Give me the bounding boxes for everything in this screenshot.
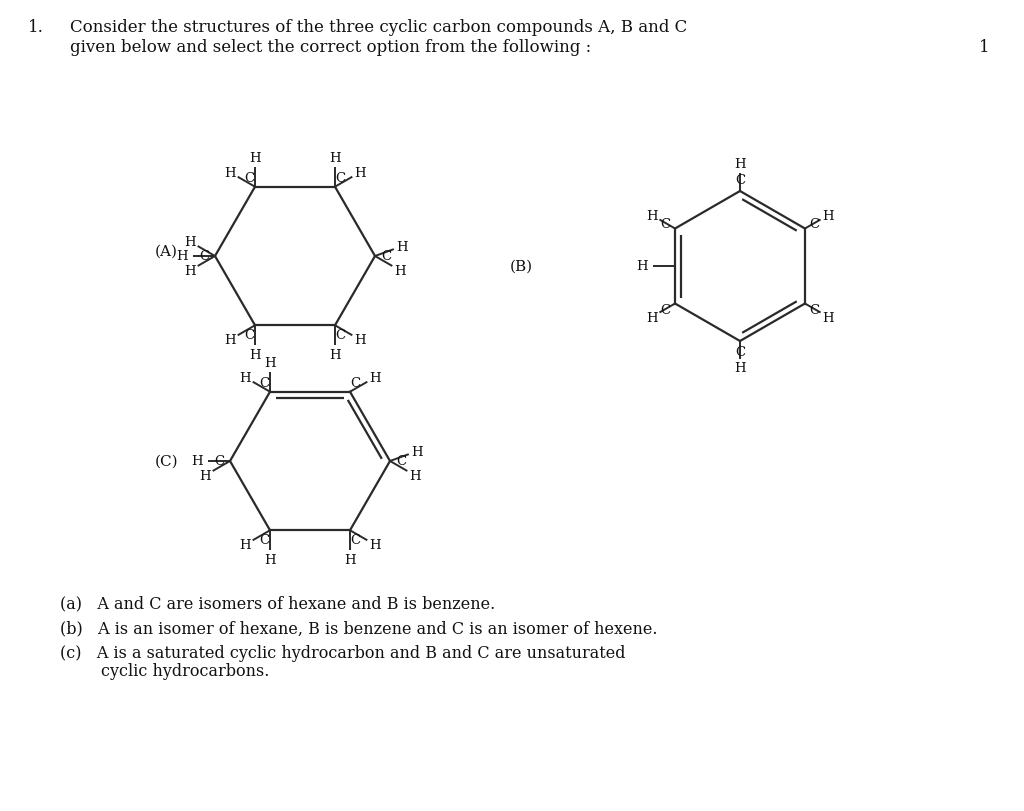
Text: H: H [734,362,745,375]
Text: H: H [239,539,251,551]
Text: H: H [646,209,657,222]
Text: C: C [214,455,224,468]
Text: (C): (C) [155,454,178,469]
Text: H: H [264,357,275,370]
Text: H: H [636,260,648,273]
Text: C: C [259,534,269,547]
Text: (a)   A and C are isomers of hexane and B is benzene.: (a) A and C are isomers of hexane and B … [60,594,496,611]
Text: C: C [199,250,209,264]
Text: H: H [329,152,341,165]
Text: (A): (A) [155,245,178,259]
Text: C: C [809,303,819,316]
Text: H: H [249,349,261,362]
Text: (B): (B) [510,260,534,273]
Text: H: H [329,349,341,362]
Text: (c)   A is a saturated cyclic hydrocarbon and B and C are unsaturated: (c) A is a saturated cyclic hydrocarbon … [60,645,626,662]
Text: C: C [660,217,671,230]
Text: H: H [734,158,745,171]
Text: H: H [184,236,196,249]
Text: H: H [199,470,211,483]
Text: (b)   A is an isomer of hexane, B is benzene and C is an isomer of hexene.: (b) A is an isomer of hexane, B is benze… [60,620,657,637]
Text: H: H [412,445,423,458]
Text: H: H [184,264,196,277]
Text: 1: 1 [979,39,990,56]
Text: C: C [396,455,407,468]
Text: H: H [191,455,203,468]
Text: C: C [336,171,345,184]
Text: C: C [336,329,345,342]
Text: C: C [381,250,391,264]
Text: C: C [350,376,360,389]
Text: H: H [224,334,236,347]
Text: H: H [249,152,261,165]
Text: H: H [354,166,366,179]
Text: Consider the structures of the three cyclic carbon compounds A, B and C: Consider the structures of the three cyc… [70,19,687,36]
Text: H: H [370,371,381,384]
Text: C: C [660,303,671,316]
Text: H: H [410,470,421,483]
Text: C: C [259,376,269,389]
Text: H: H [394,264,406,277]
Text: H: H [822,311,835,324]
Text: H: H [822,209,835,222]
Text: H: H [396,240,408,253]
Text: H: H [370,539,381,551]
Text: given below and select the correct option from the following :: given below and select the correct optio… [70,39,591,56]
Text: H: H [354,334,366,347]
Text: C: C [809,217,819,230]
Text: 1.: 1. [28,19,44,36]
Text: C: C [245,171,255,184]
Text: H: H [264,553,275,566]
Text: C: C [735,346,745,359]
Text: H: H [646,311,657,324]
Text: H: H [176,250,187,264]
Text: C: C [245,329,255,342]
Text: C: C [735,174,745,187]
Text: H: H [224,166,236,179]
Text: cyclic hydrocarbons.: cyclic hydrocarbons. [60,663,269,680]
Text: H: H [239,371,251,384]
Text: H: H [344,553,355,566]
Text: C: C [350,534,360,547]
